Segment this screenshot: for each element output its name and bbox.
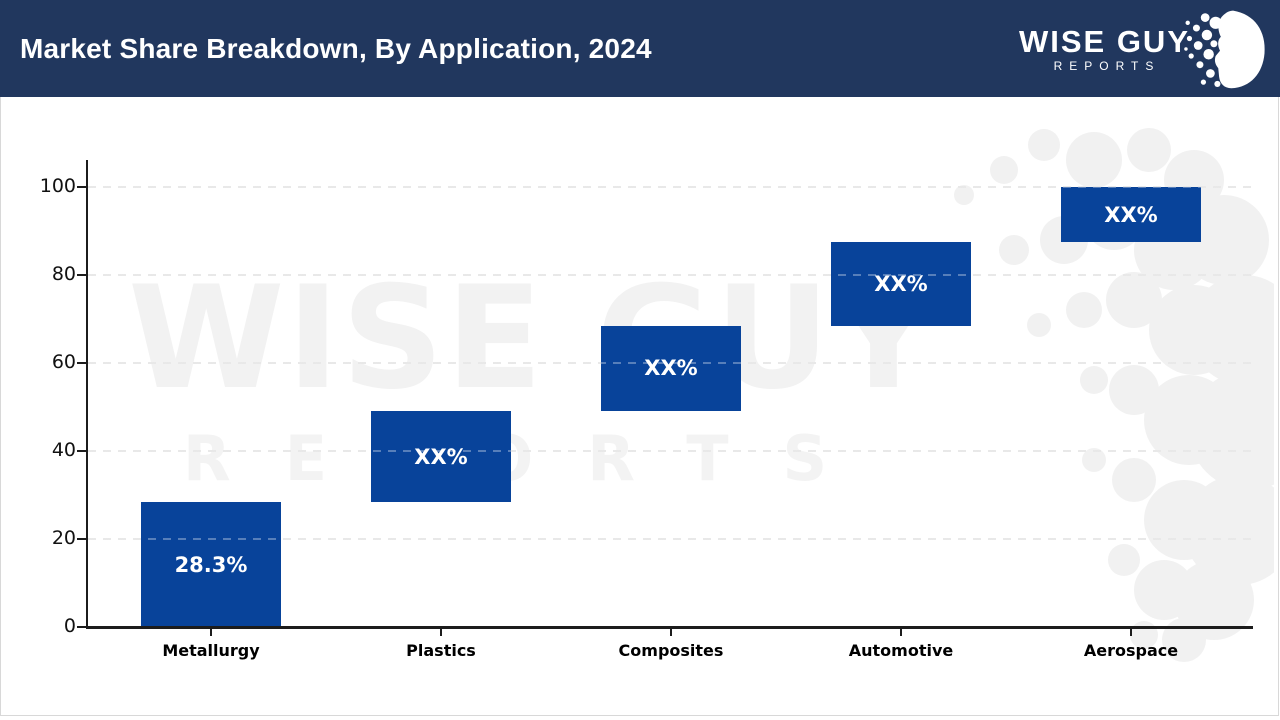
gridline-80 xyxy=(88,274,1253,276)
y-axis xyxy=(86,160,88,629)
bar-metallurgy: 28.3% xyxy=(141,502,281,627)
y-tick-label-0: 0 xyxy=(63,615,76,637)
x-tick-metallurgy xyxy=(210,629,212,636)
x-tick-automotive xyxy=(900,629,902,636)
brand-face-icon xyxy=(1184,10,1265,88)
bar-value-label: XX% xyxy=(644,356,698,381)
category-label-plastics: Plastics xyxy=(406,641,476,660)
y-tick-40 xyxy=(77,450,86,452)
bar-value-label: XX% xyxy=(874,271,928,296)
y-tick-label-40: 40 xyxy=(51,439,76,461)
category-label-composites: Composites xyxy=(618,641,724,660)
y-tick-label-20: 20 xyxy=(51,527,76,549)
bar-value-label: 28.3% xyxy=(174,552,248,577)
bar-value-label: XX% xyxy=(1104,202,1158,227)
bar-plastics: XX% xyxy=(371,411,511,503)
watermark-brand: WISE GUY xyxy=(128,256,937,421)
x-tick-aerospace xyxy=(1130,629,1132,636)
x-axis xyxy=(86,626,1253,629)
category-label-automotive: Automotive xyxy=(848,641,954,660)
y-tick-label-80: 80 xyxy=(51,263,76,285)
bar-value-label: XX% xyxy=(414,444,468,469)
y-tick-label-60: 60 xyxy=(51,351,76,373)
y-tick-60 xyxy=(77,362,86,364)
header-bar: Market Share Breakdown, By Application, … xyxy=(0,0,1280,97)
brand-logo: WISE GUY REPORTS xyxy=(1019,2,1268,95)
brand-subtitle: REPORTS xyxy=(1053,58,1161,73)
watermark: WISE GUY REPORTS xyxy=(128,268,937,490)
category-label-aerospace: Aerospace xyxy=(1083,641,1179,660)
page-title: Market Share Breakdown, By Application, … xyxy=(20,32,652,64)
bar-automotive: XX% xyxy=(831,242,971,326)
gridline-20 xyxy=(88,538,1253,540)
y-tick-label-100: 100 xyxy=(39,175,76,197)
gridline-100 xyxy=(88,186,1253,188)
bar-aerospace: XX% xyxy=(1061,187,1201,242)
category-label-metallurgy: Metallurgy xyxy=(162,641,260,660)
x-tick-composites xyxy=(670,629,672,636)
y-tick-80 xyxy=(77,274,86,276)
y-tick-20 xyxy=(77,538,86,540)
brand-name: WISE GUY xyxy=(1018,23,1190,59)
gridline-40 xyxy=(88,450,1253,452)
bar-composites: XX% xyxy=(601,325,741,412)
x-tick-plastics xyxy=(440,629,442,636)
brand-logo-text: WISE GUY REPORTS xyxy=(1019,26,1190,72)
y-tick-100 xyxy=(77,186,86,188)
y-tick-0 xyxy=(77,626,86,628)
